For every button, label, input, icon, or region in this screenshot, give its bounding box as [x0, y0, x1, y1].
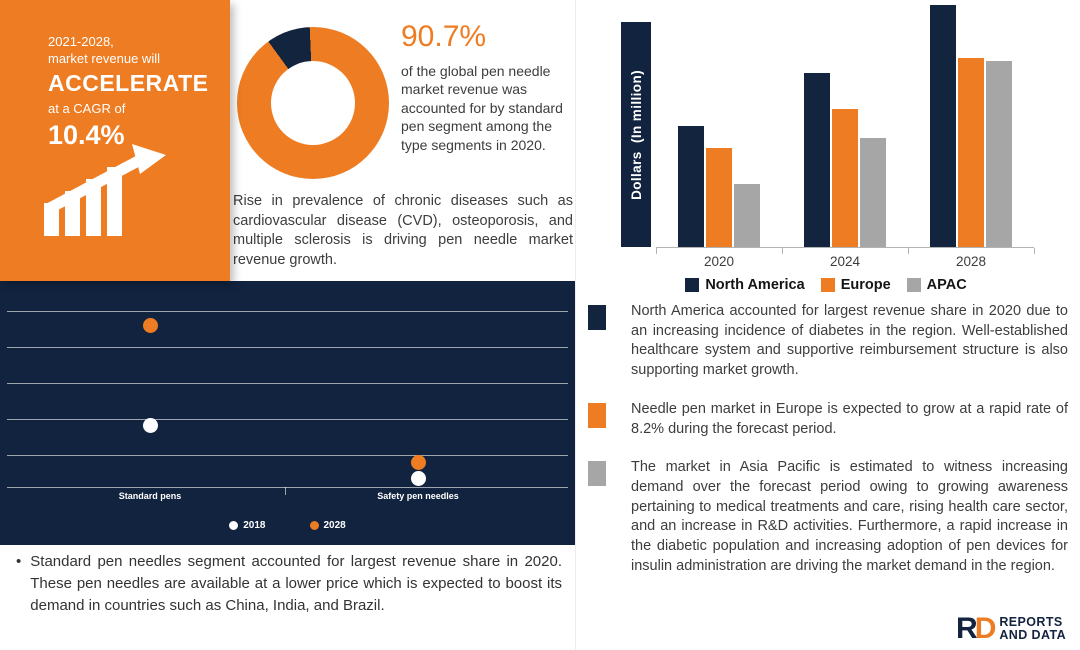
- logo-name-line2: AND DATA: [999, 628, 1066, 642]
- logo-monogram: RD: [956, 612, 997, 645]
- bar-apac-2024: [860, 138, 886, 247]
- legend-swatch-europe: [820, 278, 835, 292]
- dot-2028-safety-pen-needles: [411, 455, 426, 471]
- bar-europe-2020: [706, 148, 732, 247]
- legend-label-2028: 2028: [323, 520, 346, 531]
- legend-item-2028: 2028: [309, 520, 346, 531]
- bar-north-america-2020: [678, 126, 704, 247]
- x-label-2024: 2024: [829, 254, 861, 269]
- legend-item-europe: Europe: [820, 277, 891, 293]
- insight-north-america: North America accounted for largest reve…: [588, 302, 1068, 381]
- x-axis-line: [7, 487, 568, 488]
- dot-plot-legend: 2018 2028: [0, 520, 575, 531]
- bar-chart-legend: North America Europe APAC: [606, 277, 1046, 293]
- bar-apac-2028: [986, 61, 1012, 247]
- bar-north-america-2024: [804, 73, 830, 247]
- insight-north-america-text: North America accounted for largest reve…: [631, 303, 1068, 379]
- growth-arrow-chart-icon: [44, 144, 166, 236]
- bar-group-2028: [930, 5, 1012, 247]
- segment-insight-text: Standard pen needles segment accounted f…: [30, 553, 562, 614]
- dot-category-standard-pens: Standard pens: [118, 491, 182, 501]
- cagr-period: 2021-2028,: [48, 34, 114, 49]
- cagr-label: at a CAGR of: [48, 100, 126, 116]
- bar-group-2024: [804, 5, 886, 247]
- legend-item-2018: 2018: [229, 520, 266, 531]
- legend-swatch-2028: [309, 521, 319, 530]
- axis-tick: [285, 487, 286, 495]
- dot-2028-standard-pens: [143, 318, 158, 334]
- legend-item-apac: APAC: [906, 277, 967, 293]
- insight-europe: Needle pen market in Europe is expected …: [588, 400, 1068, 439]
- gridline: [7, 455, 568, 456]
- donut-share-value: 90.7%: [401, 20, 487, 53]
- legend-label-2018: 2018: [243, 520, 266, 531]
- bar-north-america-2028: [930, 5, 956, 247]
- bar-chart-ylabel-strip: Dollars (In million): [621, 22, 651, 247]
- legend-swatch-2018: [229, 521, 239, 530]
- logo-monogram-d: D: [974, 612, 997, 645]
- segment-insight: • Standard pen needles segment accounted…: [16, 551, 562, 616]
- x-label-2028: 2028: [955, 254, 987, 269]
- right-section: Dollars (In million) 2020 2024 2028 Nort…: [575, 0, 1080, 650]
- legend-label-north-america: North America: [705, 277, 805, 293]
- bar-x-labels: 2020 2024 2028: [656, 254, 1034, 269]
- bar-europe-2024: [832, 109, 858, 247]
- donut-chart: [237, 27, 389, 179]
- x-label-2020: 2020: [703, 254, 735, 269]
- reports-and-data-logo: RD REPORTS AND DATA: [956, 614, 1066, 644]
- dot-category-safety-pen-needles: Safety pen needles: [377, 491, 459, 501]
- bar-chart: [656, 5, 1034, 248]
- bar-europe-2028: [958, 58, 984, 247]
- bullet-icon: •: [16, 553, 22, 570]
- cagr-line2: market revenue will: [48, 50, 160, 66]
- gridline: [7, 383, 568, 384]
- bar-apac-2020: [734, 184, 760, 247]
- axis-tick: [782, 248, 783, 254]
- dot-plot: Standard pens Safety pen needles 2018 20…: [0, 281, 575, 545]
- cagr-accelerate: ACCELERATE: [48, 69, 209, 96]
- bar-group-2020: [678, 5, 760, 247]
- gridline: [7, 311, 568, 312]
- cagr-callout: 2021-2028, market revenue will ACCELERAT…: [0, 0, 230, 281]
- dot-2018-standard-pens: [143, 418, 158, 434]
- regional-insights: North America accounted for largest reve…: [588, 302, 1068, 577]
- legend-label-apac: APAC: [926, 277, 967, 293]
- logo-name-line1: REPORTS: [999, 614, 1063, 629]
- left-section: 2021-2028, market revenue will ACCELERAT…: [0, 0, 575, 616]
- axis-tick: [1034, 248, 1035, 254]
- legend-swatch-north-america: [685, 278, 700, 292]
- axis-tick: [656, 248, 657, 254]
- gridline: [7, 347, 568, 348]
- bar-groups: [656, 5, 1034, 247]
- market-driver-note: Rise in prevalence of chronic diseases s…: [233, 193, 573, 268]
- logo-monogram-r: R: [956, 612, 978, 645]
- insight-apac-text: The market in Asia Pacific is estimated …: [631, 459, 1068, 574]
- legend-swatch-apac: [906, 278, 921, 292]
- dot-2018-safety-pen-needles: [411, 471, 426, 487]
- insight-europe-text: Needle pen market in Europe is expected …: [631, 400, 1068, 437]
- legend-item-north-america: North America: [685, 277, 805, 293]
- legend-label-europe: Europe: [840, 277, 891, 293]
- axis-tick: [908, 248, 909, 254]
- apac-bullet-square: [588, 461, 606, 487]
- north-america-bullet-square: [588, 305, 606, 330]
- insight-apac: The market in Asia Pacific is estimated …: [588, 458, 1068, 576]
- donut-share-text: of the global pen needle market revenue …: [401, 63, 563, 153]
- logo-wordmark: REPORTS AND DATA: [999, 614, 1066, 643]
- gridline: [7, 419, 568, 420]
- europe-bullet-square: [588, 402, 606, 428]
- bar-chart-ylabel: Dollars (In million): [628, 69, 644, 200]
- cagr-value: 10.4%: [48, 119, 125, 150]
